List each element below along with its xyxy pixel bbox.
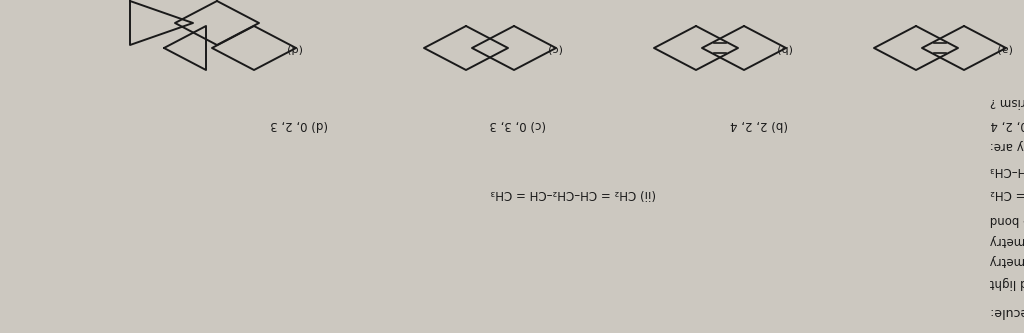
- Text: ★  (a)   rotates the plane of polarized light: ★ (a) rotates the plane of polarized lig…: [990, 276, 1024, 289]
- Text: (d): (d): [285, 43, 301, 53]
- Text: (b)   has a plane of symmetry: (b) has a plane of symmetry: [990, 254, 1024, 267]
- Text: (ii) CH₂ = CH–CH₂–CH = CH₃: (ii) CH₂ = CH–CH₂–CH = CH₃: [490, 186, 655, 199]
- Text: 194.  (i) CH₂ = CH–CH₂–CH = CH₂: 194. (i) CH₂ = CH–CH₂–CH = CH₂: [990, 186, 1024, 199]
- Text: (d)   has two dissimilar groups attached to both ends of double bond: (d) has two dissimilar groups attached t…: [990, 212, 1024, 225]
- Text: (b) 2, 2, 4: (b) 2, 2, 4: [730, 119, 788, 132]
- Text: The numbers of possible geometric isomers for the above compounds respectively a: The numbers of possible geometric isomer…: [990, 139, 1024, 152]
- Text: (c)   has a centre of symmetry: (c) has a centre of symmetry: [990, 233, 1024, 246]
- Text: (b): (b): [775, 43, 791, 53]
- Text: (c): (c): [546, 43, 561, 53]
- Text: 195.  Which of following compound will not show geometrical isomerism ?: 195. Which of following compound will no…: [990, 95, 1024, 108]
- Text: (d) 0, 2, 3: (d) 0, 2, 3: [270, 119, 328, 132]
- Text: ★  (iii) CH₃–CH = CH–CH = CH–CH₃: ★ (iii) CH₃–CH = CH–CH = CH–CH₃: [990, 164, 1024, 176]
- Text: (a) 0, 2, 4: (a) 0, 2, 4: [990, 119, 1024, 132]
- Text: (a): (a): [995, 43, 1011, 53]
- Text: 193.  Geometrical isomerism result because the molecule:: 193. Geometrical isomerism result becaus…: [990, 304, 1024, 317]
- Text: (c) 0, 3, 3: (c) 0, 3, 3: [490, 119, 547, 132]
